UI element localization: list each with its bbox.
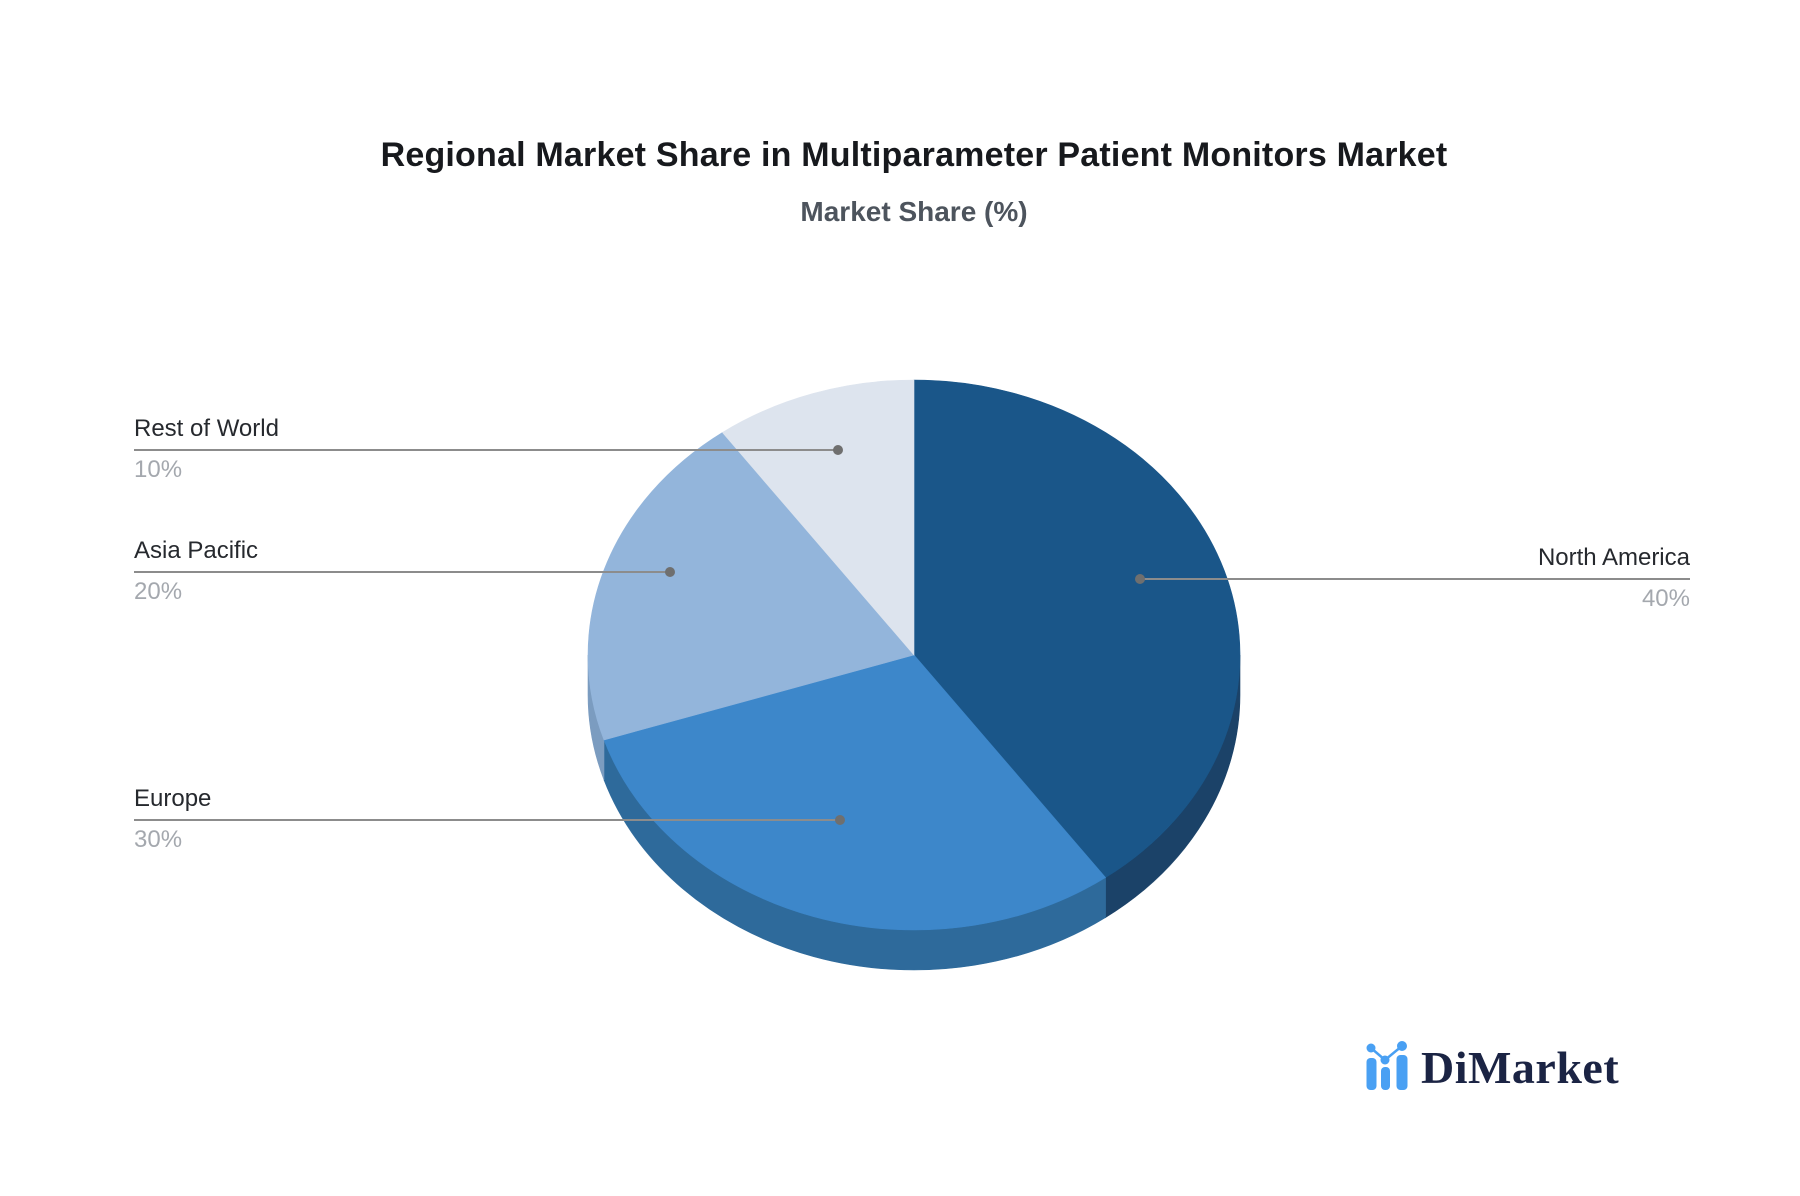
pie-slice xyxy=(603,654,1107,931)
slice-percent: 30% xyxy=(134,826,183,853)
chart-title: Regional Market Share in Multiparameter … xyxy=(380,136,1448,174)
leader-dot xyxy=(835,815,845,825)
brand-logo-text: DiMarket xyxy=(1421,1041,1620,1093)
slice-label: Europe xyxy=(134,785,212,812)
callout-asia-pacific: Asia Pacific 20% xyxy=(134,536,694,606)
leader-dot xyxy=(1135,574,1145,584)
slice-label: Asia Pacific xyxy=(134,537,259,564)
callout-europe: Europe 30% xyxy=(134,784,694,854)
slice-label: Rest of World xyxy=(134,415,279,442)
pie-slice xyxy=(913,379,1241,878)
leader-dot xyxy=(665,567,675,577)
bar-line-chart-icon xyxy=(1366,1041,1408,1090)
callout-rest-of-world: Rest of World 10% xyxy=(134,414,694,484)
slice-percent: 10% xyxy=(134,456,183,483)
leader-dot xyxy=(833,445,843,455)
slice-percent: 20% xyxy=(134,578,183,605)
slice-percent: 40% xyxy=(1641,585,1690,612)
pie-slice xyxy=(587,432,915,741)
pie-slice xyxy=(721,379,915,656)
callout-north-america: North America 40% xyxy=(1130,543,1690,613)
slice-label: North America xyxy=(1537,544,1690,571)
chart-subtitle: Market Share (%) xyxy=(800,196,1028,227)
brand-logo: DiMarket xyxy=(1364,1040,1619,1090)
